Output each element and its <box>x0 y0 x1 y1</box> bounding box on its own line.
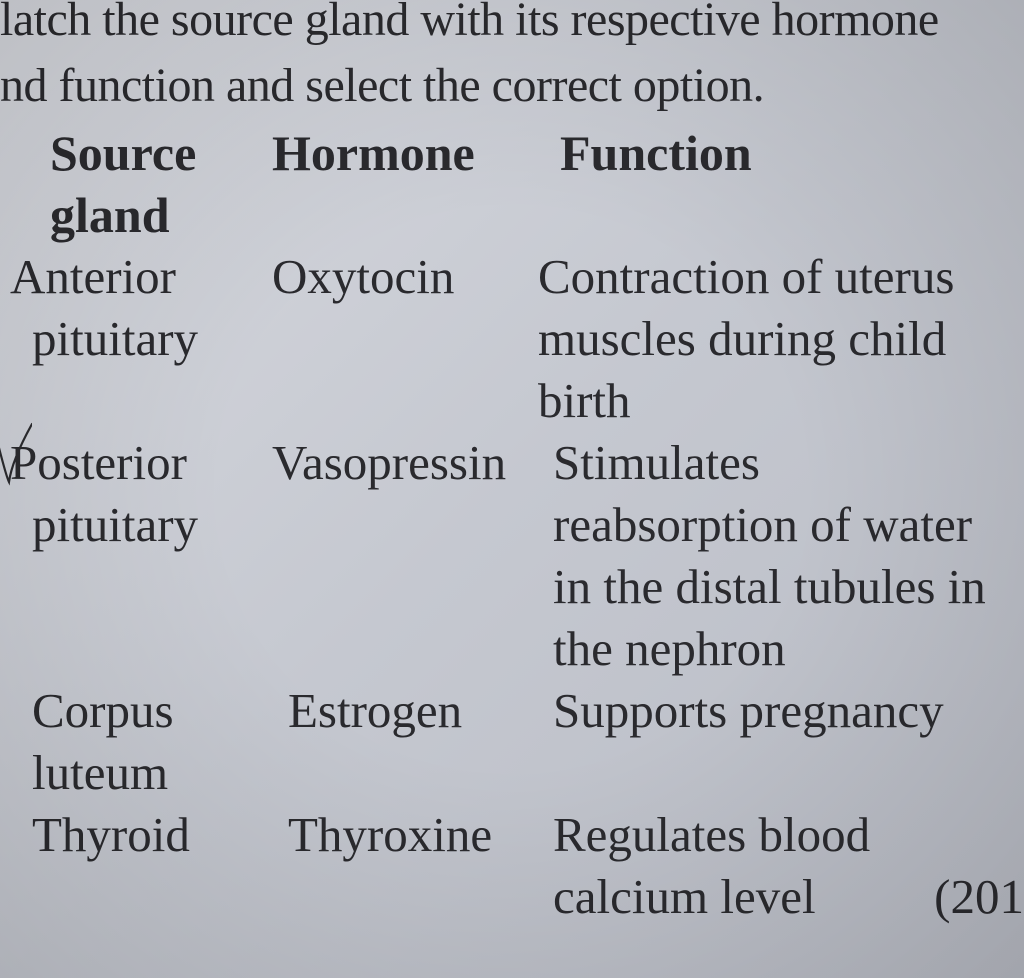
table-cell-gland: luteum <box>32 744 168 801</box>
table-cell-gland: pituitary <box>32 310 198 367</box>
table-cell-hormone: Oxytocin <box>272 248 454 305</box>
table-cell-gland: Anterior <box>10 248 176 305</box>
reference-number: (201 <box>934 868 1024 925</box>
column-header-gland: gland <box>50 186 170 244</box>
table-cell-function: birth <box>538 372 631 429</box>
table-cell-gland: Posterior <box>10 434 187 491</box>
table-cell-gland: pituitary <box>32 496 198 553</box>
table-cell-function: muscles during child <box>538 310 946 367</box>
table-cell-hormone: Estrogen <box>288 682 462 739</box>
table-cell-function: calcium level <box>553 868 816 925</box>
table-cell-hormone: Vasopressin <box>272 434 506 491</box>
instruction-text-line1: latch the source gland with its respecti… <box>0 0 939 47</box>
page-root: latch the source gland with its respecti… <box>0 0 1024 978</box>
table-cell-gland: Corpus <box>32 682 174 739</box>
table-cell-function: reabsorption of water <box>553 496 972 553</box>
table-cell-gland: Thyroid <box>32 806 190 863</box>
instruction-text-line2: nd function and select the correct optio… <box>0 58 764 113</box>
table-cell-hormone: Thyroxine <box>288 806 492 863</box>
table-cell-function: Regulates blood <box>553 806 870 863</box>
table-cell-function: Supports pregnancy <box>553 682 944 739</box>
table-cell-function: Contraction of uterus <box>538 248 954 305</box>
column-header-function: Function <box>560 124 752 182</box>
table-cell-function: Stimulates <box>553 434 760 491</box>
column-header-hormone: Hormone <box>272 124 475 182</box>
table-cell-function: in the distal tubules in <box>553 558 986 615</box>
table-cell-function: the nephron <box>553 620 786 677</box>
column-header-source: Source <box>50 124 196 182</box>
